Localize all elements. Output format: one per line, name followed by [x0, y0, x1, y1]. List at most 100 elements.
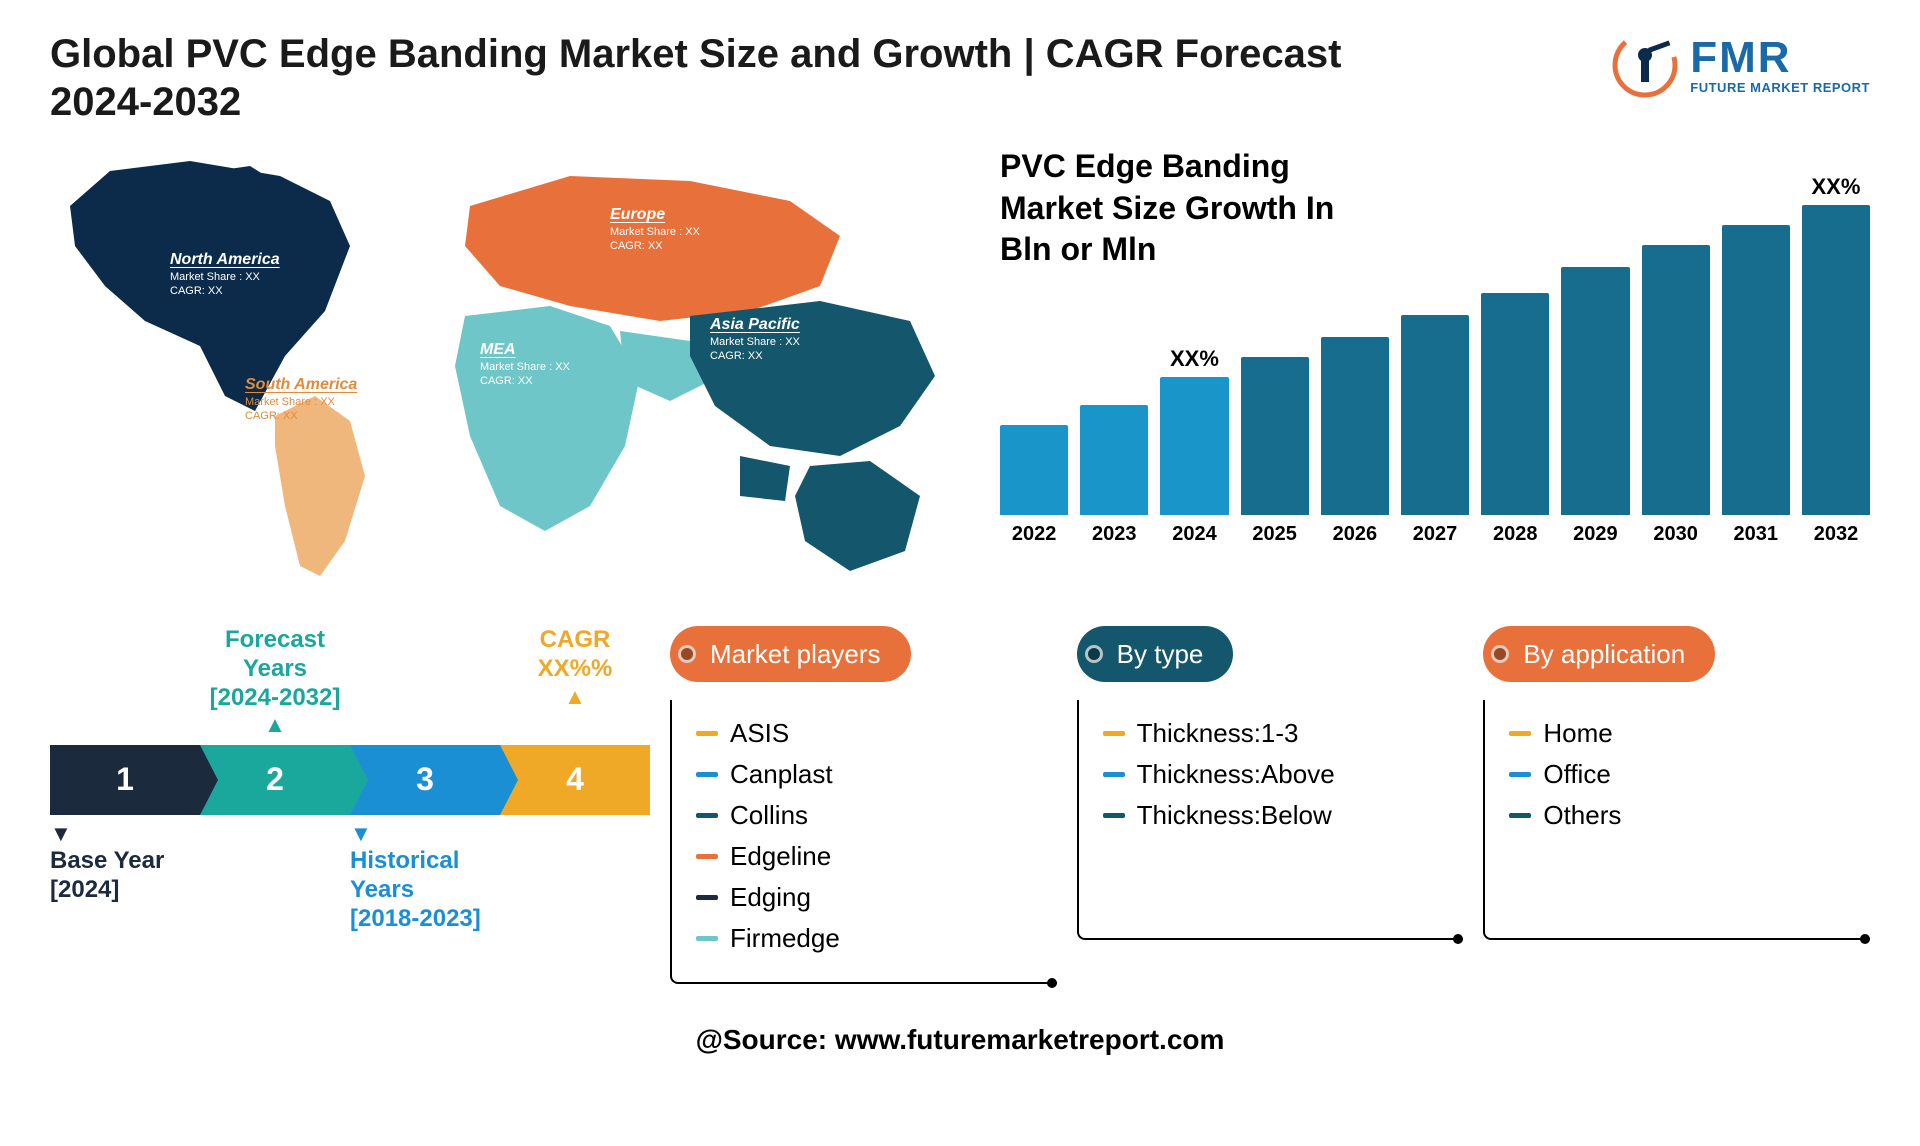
pill-dot-icon — [1085, 645, 1103, 663]
source-attribution: @Source: www.futuremarketreport.com — [50, 1024, 1870, 1056]
timeline-segment-1: 1 — [50, 745, 200, 815]
list-item: Thickness:Below — [1103, 800, 1464, 831]
list-item: Edgeline — [696, 841, 1057, 872]
bar-col-2025: 2025 — [1241, 357, 1309, 546]
pill-dot-icon — [678, 645, 696, 663]
fmr-logo-icon — [1610, 30, 1680, 100]
bar — [1722, 225, 1790, 515]
item-text: Thickness:Below — [1137, 800, 1332, 831]
bar — [1561, 267, 1629, 515]
list-item: Canplast — [696, 759, 1057, 790]
item-dash-icon — [1509, 813, 1531, 818]
category-by-application: By application Home Office Others — [1483, 626, 1870, 984]
label-mea: MEA Market Share : XX CAGR: XX — [480, 341, 570, 387]
timeline-segment-4: 4 — [500, 745, 650, 815]
bar-year-label: 2025 — [1252, 523, 1297, 546]
bar-col-2030: 2030 — [1642, 245, 1710, 546]
category-label: By application — [1523, 639, 1685, 670]
category-label: By type — [1117, 639, 1204, 670]
bar-year-label: 2027 — [1413, 523, 1458, 546]
item-dash-icon — [1103, 772, 1125, 777]
label-asia-pacific: Asia Pacific Market Share : XX CAGR: XX — [710, 316, 800, 362]
bar-col-2023: 2023 — [1080, 405, 1148, 546]
bar-year-label: 2029 — [1573, 523, 1618, 546]
list-item: Thickness:Above — [1103, 759, 1464, 790]
timeline-top-2: Forecast Years[2024-2032]▲ — [200, 626, 350, 739]
category-list: ASIS Canplast Collins Edgeline Edging Firmedg… — [670, 700, 1057, 984]
logo-text-sub: FUTURE MARKET REPORT — [1690, 80, 1870, 95]
bar-year-label: 2023 — [1092, 523, 1137, 546]
bar — [1802, 205, 1870, 515]
list-item: Edging — [696, 882, 1057, 913]
item-text: Collins — [730, 800, 808, 831]
item-dash-icon — [1103, 731, 1125, 736]
bar-col-2026: 2026 — [1321, 337, 1389, 546]
bar-year-label: 2032 — [1814, 523, 1859, 546]
bar — [1642, 245, 1710, 515]
item-text: Edging — [730, 882, 811, 913]
item-dash-icon — [1103, 813, 1125, 818]
bar-col-2022: 2022 — [1000, 425, 1068, 546]
item-text: Thickness:1-3 — [1137, 718, 1299, 749]
list-item: Firmedge — [696, 923, 1057, 954]
bar-year-label: 2022 — [1012, 523, 1057, 546]
list-item: Thickness:1-3 — [1103, 718, 1464, 749]
category-list: Home Office Others — [1483, 700, 1870, 940]
bar — [1401, 315, 1469, 515]
timeline: Forecast Years[2024-2032]▲ CAGRXX%%▲ 1234… — [50, 626, 650, 984]
bar-col-2032: XX%2032 — [1802, 205, 1870, 546]
category-pill: By type — [1077, 626, 1234, 682]
category-pill: By application — [1483, 626, 1715, 682]
growth-bar-chart: PVC Edge Banding Market Size Growth In B… — [1000, 146, 1870, 586]
bar-col-2029: 2029 — [1561, 267, 1629, 546]
item-dash-icon — [696, 772, 718, 777]
item-text: Others — [1543, 800, 1621, 831]
item-dash-icon — [696, 936, 718, 941]
timeline-segment-3: 3 — [350, 745, 500, 815]
list-item: Collins — [696, 800, 1057, 831]
bar — [1241, 357, 1309, 515]
item-dash-icon — [696, 895, 718, 900]
bar — [1160, 377, 1228, 515]
page-title: Global PVC Edge Banding Market Size and … — [50, 30, 1450, 126]
bar-year-label: 2031 — [1734, 523, 1779, 546]
item-text: Firmedge — [730, 923, 840, 954]
region-south-america — [275, 396, 365, 576]
timeline-segment-2: 2 — [200, 745, 350, 815]
item-text: Canplast — [730, 759, 833, 790]
category-market-players: Market players ASIS Canplast Collins Edgelin… — [670, 626, 1057, 984]
item-dash-icon — [1509, 731, 1531, 736]
logo-text-main: FMR — [1690, 36, 1870, 80]
label-north-america: North America Market Share : XX CAGR: XX — [170, 251, 280, 297]
category-list: Thickness:1-3 Thickness:Above Thickness:Be… — [1077, 700, 1464, 940]
world-map: North America Market Share : XX CAGR: XX… — [50, 146, 970, 586]
bar-annotation: XX% — [1170, 346, 1219, 372]
bar-col-2028: 2028 — [1481, 293, 1549, 546]
label-south-america: South America Market Share : XX CAGR: XX — [245, 376, 357, 422]
category-label: Market players — [710, 639, 881, 670]
bar — [1321, 337, 1389, 515]
timeline-bottom-1: ▼Base Year[2024] — [50, 821, 200, 934]
item-text: Thickness:Above — [1137, 759, 1335, 790]
bar-year-label: 2026 — [1333, 523, 1378, 546]
list-item: Home — [1509, 718, 1870, 749]
item-text: ASIS — [730, 718, 789, 749]
category-by-type: By typeThickness:1-3Thickness:AboveThick… — [1077, 626, 1464, 984]
bar-annotation: XX% — [1812, 174, 1861, 200]
timeline-top-4: CAGRXX%%▲ — [500, 626, 650, 739]
label-europe: Europe Market Share : XX CAGR: XX — [610, 206, 700, 252]
item-dash-icon — [696, 813, 718, 818]
pill-dot-icon — [1491, 645, 1509, 663]
bar — [1000, 425, 1068, 515]
item-dash-icon — [696, 854, 718, 859]
list-item: Office — [1509, 759, 1870, 790]
bar-year-label: 2030 — [1653, 523, 1698, 546]
item-dash-icon — [1509, 772, 1531, 777]
bar-col-2031: 2031 — [1722, 225, 1790, 546]
bar-year-label: 2024 — [1172, 523, 1217, 546]
list-item: ASIS — [696, 718, 1057, 749]
category-pill: Market players — [670, 626, 911, 682]
item-text: Office — [1543, 759, 1610, 790]
timeline-bottom-3: ▼Historical Years[2018-2023] — [350, 821, 500, 934]
item-dash-icon — [696, 731, 718, 736]
